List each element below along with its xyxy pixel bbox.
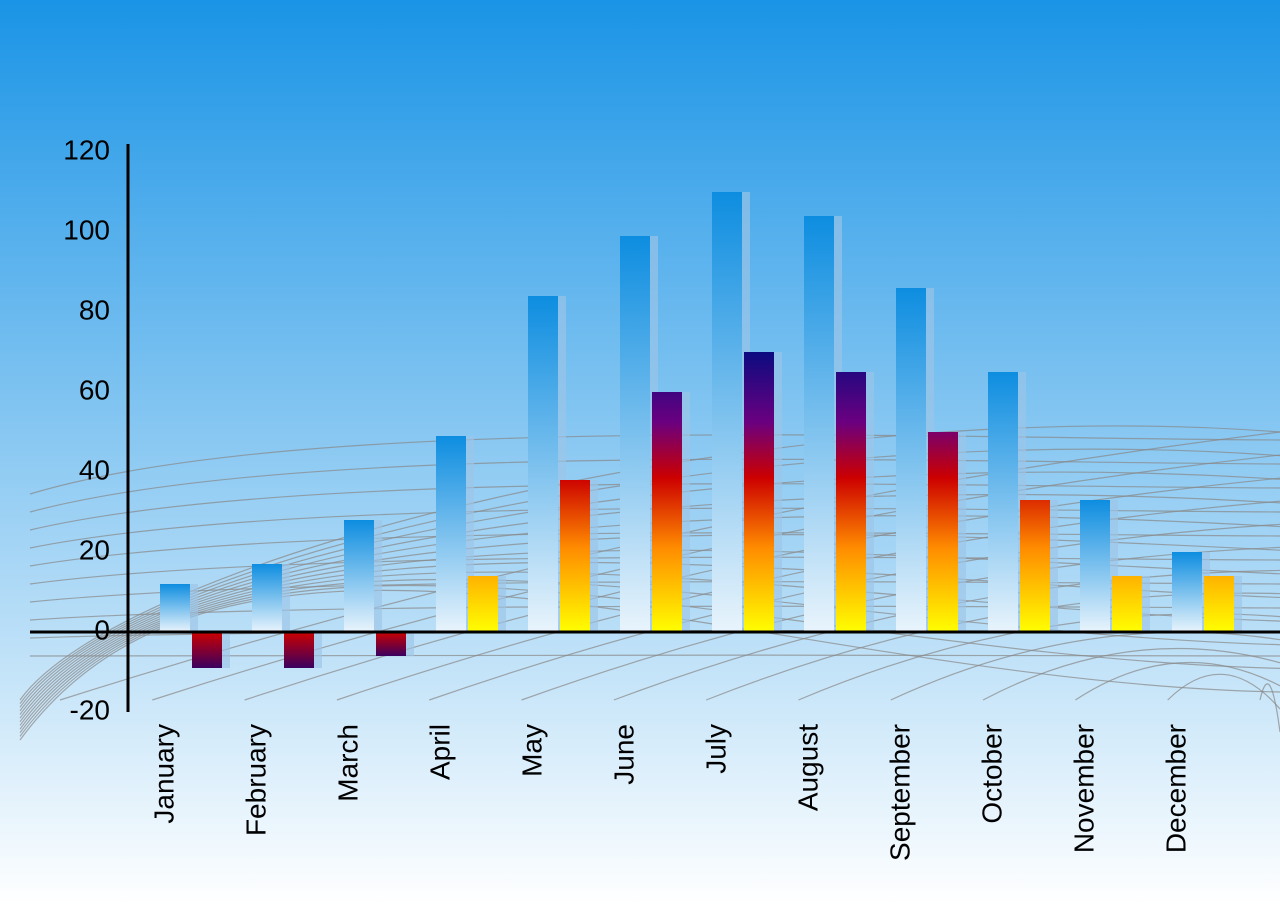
bar-series-b bbox=[560, 480, 590, 632]
x-category-label: February bbox=[240, 724, 271, 836]
x-category-label: November bbox=[1068, 724, 1099, 853]
bar-series-b bbox=[192, 632, 222, 668]
x-category-label: May bbox=[516, 724, 547, 777]
x-category-label: March bbox=[332, 724, 363, 802]
monthly-bar-chart: -20 0 20 40 60 80 100 120 January February March A… bbox=[0, 0, 1280, 905]
x-category-label: August bbox=[792, 724, 823, 811]
y-tick-label: -20 bbox=[70, 694, 110, 725]
bar-series-a bbox=[988, 372, 1018, 632]
bar-series-b bbox=[744, 352, 774, 632]
bar-series-a bbox=[896, 288, 926, 632]
bar-series-b bbox=[468, 576, 498, 632]
bar-series-a bbox=[712, 192, 742, 632]
y-tick-label: 100 bbox=[63, 214, 110, 245]
bar-series-a bbox=[160, 584, 190, 632]
bar-series-b bbox=[1112, 576, 1142, 632]
x-category-label: October bbox=[976, 724, 1007, 824]
bar-series-a bbox=[1172, 552, 1202, 632]
bar-series-b bbox=[836, 372, 866, 632]
x-category-label: December bbox=[1160, 724, 1191, 853]
y-tick-label: 120 bbox=[63, 134, 110, 165]
y-tick-label: 80 bbox=[79, 294, 110, 325]
y-tick-label: 0 bbox=[94, 614, 110, 645]
bar-series-b bbox=[376, 632, 406, 656]
y-tick-label: 60 bbox=[79, 374, 110, 405]
bar-series-a bbox=[344, 520, 374, 632]
bar-series-a bbox=[1080, 500, 1110, 632]
x-category-label: January bbox=[148, 724, 179, 824]
x-category-label: April bbox=[424, 724, 455, 780]
bar-series-a bbox=[436, 436, 466, 632]
bar-series-a bbox=[620, 236, 650, 632]
x-category-label: June bbox=[608, 724, 639, 785]
x-category-label: September bbox=[884, 724, 915, 861]
x-category-label: July bbox=[700, 724, 731, 774]
bar-series-b bbox=[284, 632, 314, 668]
chart-container: -20 0 20 40 60 80 100 120 January February March A… bbox=[0, 0, 1280, 905]
y-tick-label: 40 bbox=[79, 454, 110, 485]
bar-series-a bbox=[804, 216, 834, 632]
bar-series-b bbox=[652, 392, 682, 632]
bar-series-a bbox=[252, 564, 282, 632]
bar-series-b bbox=[1204, 576, 1234, 632]
y-tick-label: 20 bbox=[79, 534, 110, 565]
bar-series-b bbox=[928, 432, 958, 632]
bar-series-a bbox=[528, 296, 558, 632]
bar-series-b bbox=[1020, 500, 1050, 632]
